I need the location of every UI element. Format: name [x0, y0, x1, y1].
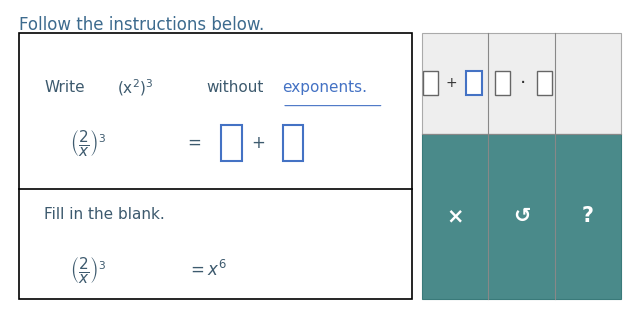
Text: ?: ?: [582, 206, 594, 227]
Text: =: =: [187, 134, 201, 152]
Text: Follow the instructions below.: Follow the instructions below.: [19, 16, 264, 34]
Text: exponents.: exponents.: [282, 80, 367, 95]
Text: ×: ×: [446, 206, 463, 227]
FancyBboxPatch shape: [283, 125, 303, 161]
Text: without: without: [206, 80, 263, 95]
FancyBboxPatch shape: [536, 72, 552, 95]
Text: $\mathregular{(x^2)^3}$: $\mathregular{(x^2)^3}$: [117, 77, 153, 98]
Text: +: +: [445, 76, 457, 90]
FancyBboxPatch shape: [422, 134, 621, 299]
Text: $\left(\dfrac{2}{x}\right)^3$: $\left(\dfrac{2}{x}\right)^3$: [70, 255, 106, 285]
Text: +: +: [252, 134, 266, 152]
Text: Write: Write: [44, 80, 85, 95]
FancyBboxPatch shape: [495, 72, 510, 95]
FancyBboxPatch shape: [221, 125, 242, 161]
FancyBboxPatch shape: [422, 32, 621, 134]
FancyBboxPatch shape: [424, 72, 439, 95]
Text: ·: ·: [521, 74, 526, 93]
Text: $= x^6$: $= x^6$: [187, 260, 227, 280]
Text: ↺: ↺: [513, 206, 530, 227]
FancyBboxPatch shape: [19, 32, 412, 299]
FancyBboxPatch shape: [467, 72, 482, 95]
Text: Fill in the blank.: Fill in the blank.: [44, 207, 165, 222]
Text: $\left(\dfrac{2}{x}\right)^3$: $\left(\dfrac{2}{x}\right)^3$: [70, 128, 106, 158]
